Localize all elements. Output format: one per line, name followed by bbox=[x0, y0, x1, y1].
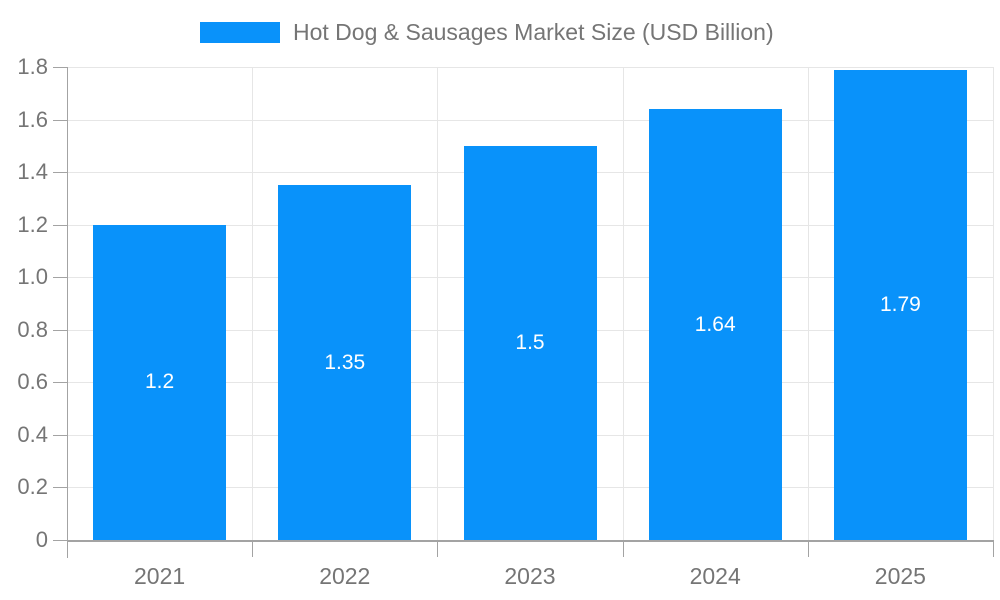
bar-value-label: 1.79 bbox=[879, 292, 921, 316]
h-gridline bbox=[67, 67, 993, 68]
y-tick-mark bbox=[53, 487, 67, 489]
bar: 1.79 bbox=[833, 69, 967, 540]
x-tick-label: 2024 bbox=[689, 563, 741, 589]
v-gridline bbox=[807, 67, 809, 540]
x-tick-mark bbox=[807, 540, 809, 557]
y-tick-mark bbox=[53, 67, 67, 68]
x-tick-label: 2025 bbox=[874, 563, 926, 589]
y-axis-line bbox=[67, 67, 68, 558]
y-tick-label: 0 bbox=[35, 527, 48, 552]
bar-value-label: 1.35 bbox=[324, 350, 366, 374]
y-tick-mark bbox=[53, 172, 67, 174]
y-tick-mark bbox=[53, 119, 67, 121]
y-tick-label: 1.4 bbox=[17, 159, 48, 185]
x-tick-mark bbox=[622, 540, 624, 557]
bar-value-label: 1.5 bbox=[515, 330, 545, 354]
y-tick-label: 1.0 bbox=[17, 264, 48, 290]
v-gridline bbox=[437, 67, 439, 540]
x-tick-label: 2023 bbox=[504, 563, 556, 589]
y-tick-label: 1.6 bbox=[17, 106, 48, 132]
x-axis-line bbox=[67, 540, 993, 542]
x-tick-mark bbox=[993, 540, 994, 557]
v-gridline bbox=[252, 67, 254, 540]
bar-value-label: 1.2 bbox=[144, 370, 175, 394]
legend-swatch bbox=[200, 21, 280, 43]
bar-value-label: 1.64 bbox=[694, 312, 736, 336]
chart-legend: Hot Dog & Sausages Market Size (USD Bill… bbox=[200, 17, 774, 47]
y-tick-mark bbox=[53, 224, 67, 226]
v-gridline bbox=[622, 67, 624, 540]
y-tick-mark bbox=[53, 329, 67, 331]
y-tick-label: 1.2 bbox=[17, 211, 48, 237]
legend-label: Hot Dog & Sausages Market Size (USD Bill… bbox=[293, 18, 774, 45]
bar: 1.64 bbox=[648, 109, 782, 540]
x-tick-mark bbox=[437, 540, 439, 557]
y-tick-label: 1.8 bbox=[17, 54, 48, 79]
y-tick-label: 0.4 bbox=[17, 421, 48, 447]
y-tick-mark bbox=[53, 540, 67, 541]
bar: 1.5 bbox=[463, 145, 597, 540]
y-tick-label: 0.6 bbox=[17, 369, 48, 395]
y-tick-mark bbox=[53, 382, 67, 384]
y-tick-mark bbox=[53, 277, 67, 279]
x-axis-labels: 2021 2022 2023 2024 2025 bbox=[67, 558, 993, 590]
y-tick-label: 0.2 bbox=[17, 474, 48, 500]
plot-area: 1.2 1.35 1.5 1.64 1.79 bbox=[53, 67, 994, 558]
v-gridline bbox=[993, 67, 994, 540]
y-axis-labels: 0 0.2 0.4 0.6 0.8 1.0 1.2 1.4 1.6 1.8 bbox=[0, 56, 48, 551]
bar: 1.35 bbox=[278, 185, 412, 541]
y-tick-mark bbox=[53, 434, 67, 436]
x-tick-label: 2022 bbox=[319, 563, 371, 589]
y-tick-label: 0.8 bbox=[17, 316, 48, 342]
x-tick-mark bbox=[252, 540, 254, 557]
bar: 1.2 bbox=[93, 224, 227, 540]
x-tick-label: 2021 bbox=[134, 563, 186, 589]
h-gridline bbox=[67, 119, 993, 121]
